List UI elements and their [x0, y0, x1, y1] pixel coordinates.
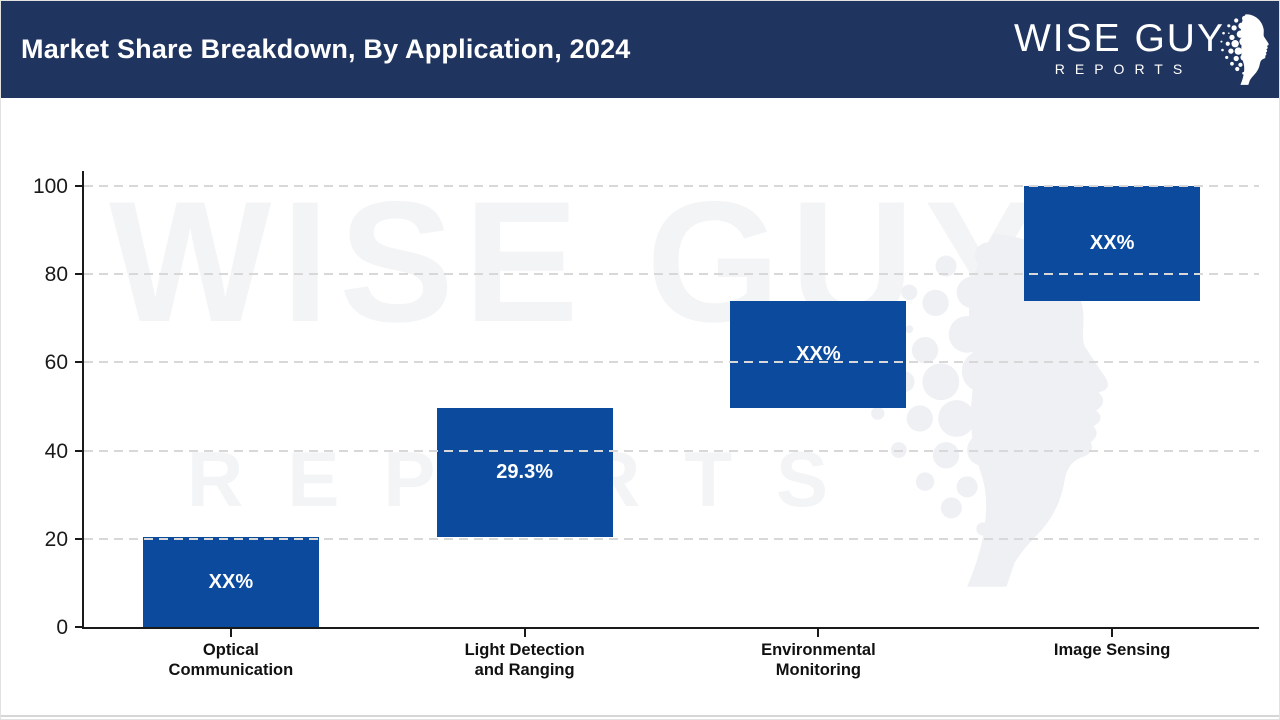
y-tick: [75, 537, 84, 540]
footer-divider: [1, 715, 1279, 717]
x-category-label-line: and Ranging: [474, 661, 575, 679]
logo-subtext: REPORTS: [1054, 60, 1193, 77]
x-category-label-line: Optical: [202, 641, 259, 659]
gridline: [84, 537, 1259, 540]
x-axis-spine: [82, 627, 1259, 629]
x-category-label-line: Environmental: [761, 641, 876, 659]
y-tick: [75, 185, 84, 187]
x-tick: [817, 629, 820, 637]
gridline: [84, 273, 1259, 276]
y-tick-label: 60: [44, 351, 68, 375]
bar: XX%: [142, 537, 319, 627]
x-category-label: Light Detection and Ranging: [395, 640, 655, 680]
x-category-label: Optical Communication: [101, 640, 361, 680]
logo-wordmark: WISE GUY: [1013, 17, 1225, 61]
gridline: [84, 185, 1259, 187]
x-tick: [1111, 629, 1114, 637]
y-axis-spine: [82, 171, 84, 629]
x-category-label-line: Image Sensing: [1053, 641, 1171, 659]
x-category-label-line: Communication: [168, 661, 294, 679]
bar: 29.3%: [436, 407, 613, 538]
y-tick: [75, 361, 84, 364]
y-tick-label: 100: [32, 175, 68, 198]
wiseguy-head-icon: [1213, 7, 1271, 91]
x-tick: [229, 629, 232, 637]
gridline: [84, 449, 1259, 452]
x-category-label: Environmental Monitoring: [688, 640, 948, 680]
wise-guy-logo: WISE GUY REPORTS: [1014, 5, 1271, 91]
bar-value-label: XX%: [1089, 231, 1135, 254]
x-category-label-line: Monitoring: [775, 661, 861, 679]
y-tick-label: 40: [44, 439, 68, 463]
x-category-label-line: Light Detection: [464, 641, 585, 659]
y-tick-label: 0: [56, 616, 68, 639]
page-title: Market Share Breakdown, By Application, …: [21, 34, 631, 64]
y-tick: [75, 273, 84, 276]
x-tick: [523, 629, 526, 637]
header: Market Share Breakdown, By Application, …: [1, 1, 1279, 98]
y-tick-label: 80: [44, 263, 68, 287]
gridline: [84, 361, 1259, 364]
bar-value-label: XX%: [796, 342, 841, 365]
x-category-label: Image Sensing: [982, 640, 1242, 660]
logo-text: WISE GUY REPORTS: [1013, 17, 1225, 77]
y-tick: [75, 449, 84, 452]
y-tick-label: 20: [44, 527, 68, 551]
bar-value-label: 29.3%: [496, 460, 553, 483]
y-tick: [75, 626, 84, 628]
bar: XX%: [730, 300, 907, 408]
bar-value-label: XX%: [208, 570, 254, 593]
bar: XX%: [1024, 186, 1201, 301]
